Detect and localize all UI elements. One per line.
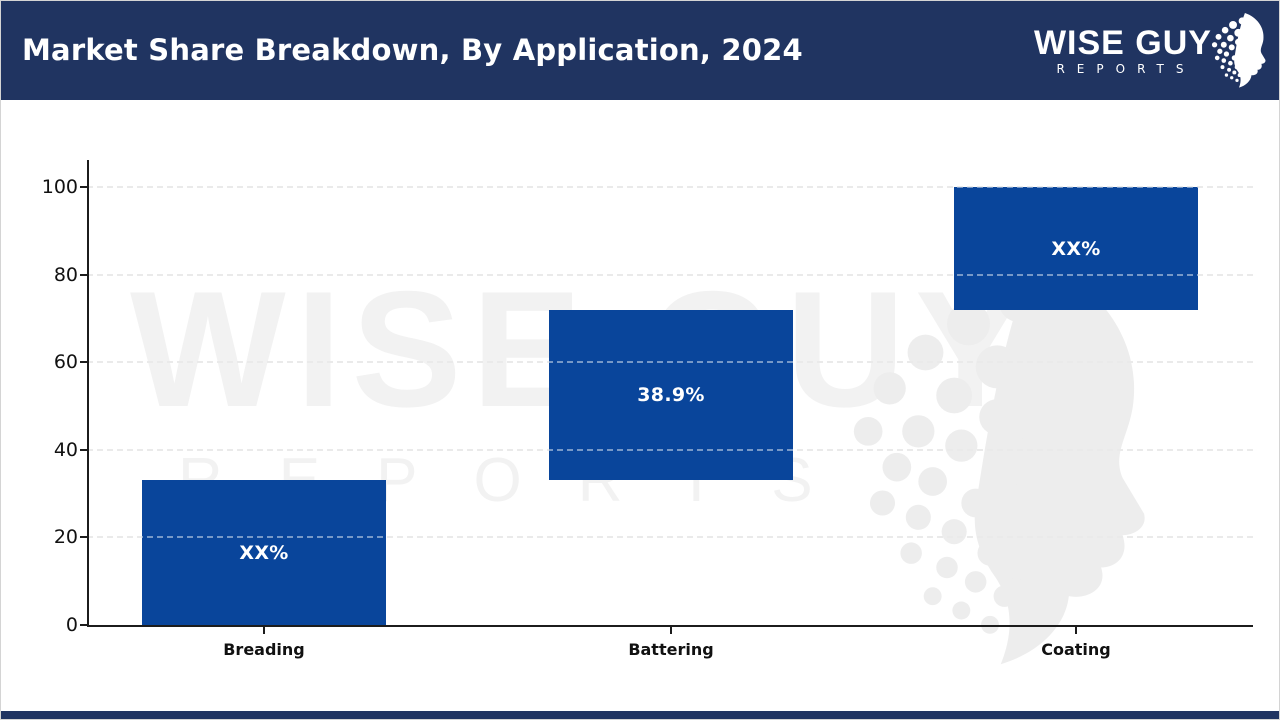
header-bar: Market Share Breakdown, By Application, … [0,0,1280,100]
page-title: Market Share Breakdown, By Application, … [22,33,803,67]
logo-brand-name: WISE GUY [1033,23,1212,62]
chart-canvas: WISE GUY REPORTS [0,100,1280,711]
logo: WISE GUY REPORTS [1034,10,1270,90]
footer-bar [0,711,1280,720]
logo-head-icon [1211,13,1266,88]
logo-text: WISE GUY REPORTS [1034,25,1212,76]
watermark-sub: REPORTS [178,446,869,515]
logo-brand-sub: REPORTS [1056,61,1196,76]
watermark-head-icon [853,259,1145,665]
